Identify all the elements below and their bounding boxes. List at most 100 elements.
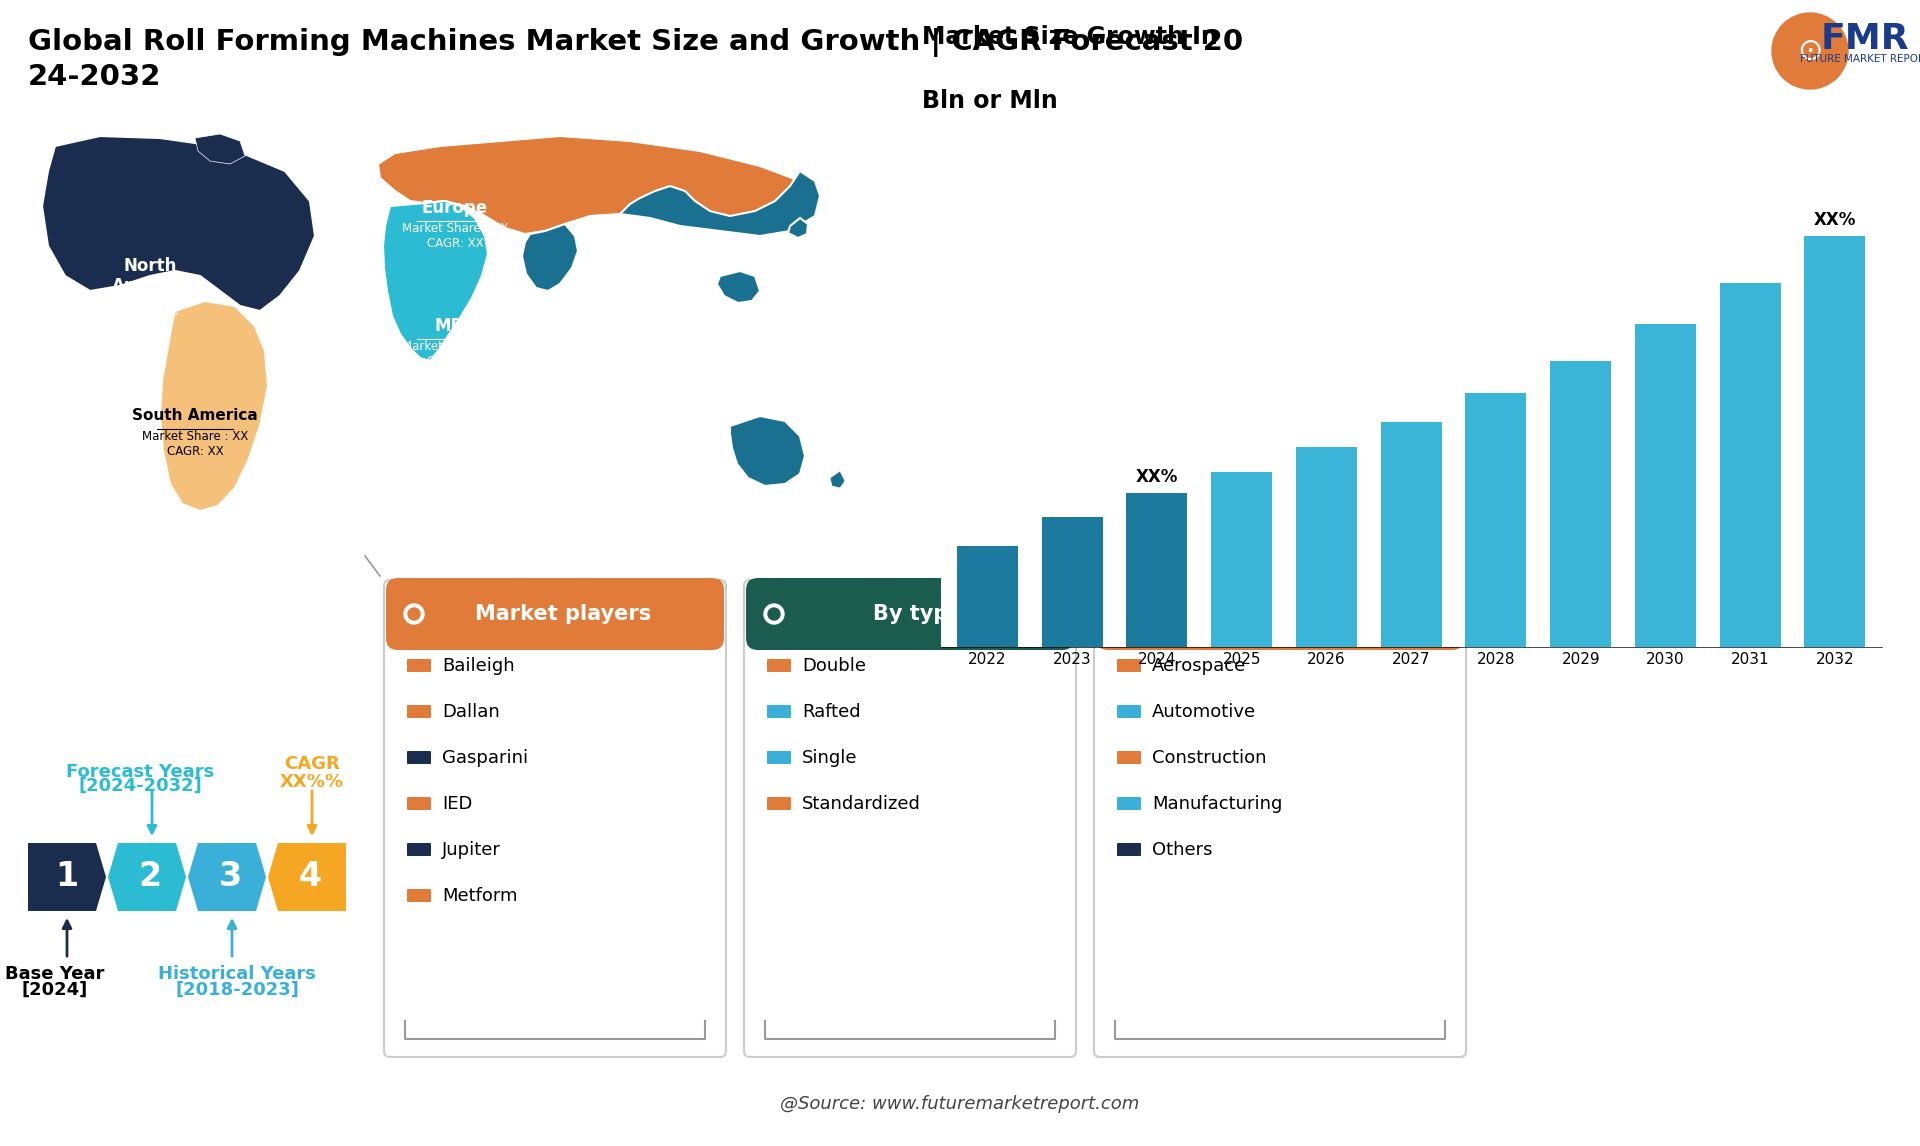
FancyBboxPatch shape xyxy=(1117,796,1140,810)
Text: By type: By type xyxy=(874,604,962,625)
Polygon shape xyxy=(829,471,845,488)
Circle shape xyxy=(1114,604,1135,625)
Text: Historical Years: Historical Years xyxy=(157,965,317,983)
Text: South America: South America xyxy=(132,408,257,424)
FancyBboxPatch shape xyxy=(1096,578,1463,650)
Polygon shape xyxy=(716,270,760,303)
FancyBboxPatch shape xyxy=(407,659,430,672)
Text: Europe: Europe xyxy=(422,199,488,217)
Circle shape xyxy=(768,609,780,620)
FancyBboxPatch shape xyxy=(1117,751,1140,764)
Text: North
America: North America xyxy=(111,257,188,296)
Circle shape xyxy=(1772,13,1847,89)
Polygon shape xyxy=(159,301,269,511)
Text: [2024-2032]: [2024-2032] xyxy=(79,777,202,795)
Text: 1: 1 xyxy=(56,861,79,894)
Bar xyxy=(1805,236,1866,647)
Text: Others: Others xyxy=(1152,841,1213,860)
Text: CAGR: CAGR xyxy=(284,755,340,774)
Text: IED: IED xyxy=(442,795,472,813)
Polygon shape xyxy=(382,201,488,361)
Bar xyxy=(1043,517,1102,647)
FancyBboxPatch shape xyxy=(386,578,724,650)
FancyBboxPatch shape xyxy=(747,578,1073,650)
Text: Asia Pacific: Asia Pacific xyxy=(572,268,668,283)
Text: Market Share : XX
CAGR: XX: Market Share : XX CAGR: XX xyxy=(401,340,509,368)
FancyBboxPatch shape xyxy=(745,580,1075,1057)
Text: Jupiter: Jupiter xyxy=(442,841,501,860)
FancyBboxPatch shape xyxy=(407,889,430,902)
Text: 3: 3 xyxy=(219,861,242,894)
Bar xyxy=(1465,393,1526,647)
FancyBboxPatch shape xyxy=(1117,705,1140,719)
Bar xyxy=(1636,324,1695,647)
Polygon shape xyxy=(269,843,346,911)
Text: XX%%: XX%% xyxy=(280,774,344,791)
Circle shape xyxy=(403,604,424,625)
Text: Construction: Construction xyxy=(1152,749,1267,767)
Text: Double: Double xyxy=(803,657,866,675)
Text: [2018-2023]: [2018-2023] xyxy=(175,981,300,999)
Text: [2024]: [2024] xyxy=(21,981,88,999)
Text: Gasparini: Gasparini xyxy=(442,749,528,767)
FancyBboxPatch shape xyxy=(1117,843,1140,856)
Text: 2: 2 xyxy=(138,861,161,894)
Bar xyxy=(1720,283,1780,647)
Text: Market Share : XX
CAGR: XX: Market Share : XX CAGR: XX xyxy=(401,222,509,250)
Text: Standardized: Standardized xyxy=(803,795,922,813)
Polygon shape xyxy=(522,223,578,291)
FancyBboxPatch shape xyxy=(766,659,791,672)
FancyBboxPatch shape xyxy=(407,843,430,856)
Text: Base Year: Base Year xyxy=(6,965,106,983)
Polygon shape xyxy=(29,843,106,911)
FancyBboxPatch shape xyxy=(766,796,791,810)
Text: MEA: MEA xyxy=(434,317,476,335)
Text: @Source: www.futuremarketreport.com: @Source: www.futuremarketreport.com xyxy=(780,1094,1140,1113)
FancyBboxPatch shape xyxy=(1117,659,1140,672)
Polygon shape xyxy=(787,218,808,238)
FancyBboxPatch shape xyxy=(407,705,430,719)
Text: FUTURE MARKET REPORT: FUTURE MARKET REPORT xyxy=(1799,54,1920,64)
Text: Forecast Years: Forecast Years xyxy=(65,763,215,782)
Text: ⊙: ⊙ xyxy=(1797,37,1822,65)
Text: Market Share : XX
CAGR: XX: Market Share : XX CAGR: XX xyxy=(96,290,204,317)
Polygon shape xyxy=(188,843,267,911)
Circle shape xyxy=(764,604,783,625)
Bar xyxy=(1212,471,1273,647)
Text: 4: 4 xyxy=(298,861,321,894)
Polygon shape xyxy=(378,136,820,236)
Circle shape xyxy=(1117,609,1131,620)
Text: 24-2032: 24-2032 xyxy=(29,63,161,91)
Text: Single: Single xyxy=(803,749,858,767)
Text: XX%: XX% xyxy=(1137,468,1179,486)
Text: Metform: Metform xyxy=(442,887,518,905)
Bar xyxy=(1549,361,1611,647)
Circle shape xyxy=(407,609,420,620)
Text: Aerospace: Aerospace xyxy=(1152,657,1246,675)
Bar xyxy=(1380,422,1442,647)
Text: Automotive: Automotive xyxy=(1152,702,1256,721)
FancyBboxPatch shape xyxy=(1094,580,1467,1057)
Polygon shape xyxy=(730,416,804,486)
Text: Market players: Market players xyxy=(474,604,651,625)
Text: Global Roll Forming Machines Market Size and Growth | CAGR Forecast 20: Global Roll Forming Machines Market Size… xyxy=(29,28,1242,57)
Text: Market Share : XX
CAGR: XX: Market Share : XX CAGR: XX xyxy=(142,430,248,458)
Text: Bln or Mln: Bln or Mln xyxy=(922,88,1058,112)
Polygon shape xyxy=(196,134,246,164)
Polygon shape xyxy=(380,151,455,203)
Bar xyxy=(956,545,1018,647)
Polygon shape xyxy=(620,171,820,236)
Polygon shape xyxy=(108,843,186,911)
Text: Baileigh: Baileigh xyxy=(442,657,515,675)
Text: XX%: XX% xyxy=(1814,211,1857,228)
Text: Market Size Growth In: Market Size Growth In xyxy=(922,25,1217,49)
FancyBboxPatch shape xyxy=(407,751,430,764)
Text: Market Share : XX
CAGR: XX: Market Share : XX CAGR: XX xyxy=(566,290,674,317)
Text: FMR: FMR xyxy=(1820,22,1908,56)
Bar xyxy=(1296,447,1357,647)
Polygon shape xyxy=(42,136,315,311)
Bar xyxy=(1127,493,1187,647)
FancyBboxPatch shape xyxy=(766,705,791,719)
Text: By application: By application xyxy=(1204,604,1373,625)
FancyBboxPatch shape xyxy=(384,580,726,1057)
